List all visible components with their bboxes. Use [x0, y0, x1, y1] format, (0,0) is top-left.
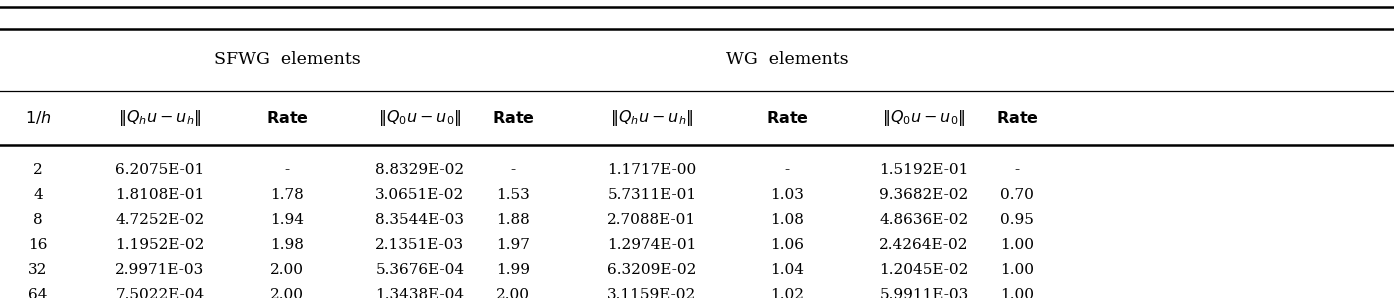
- Text: $1/h$: $1/h$: [25, 110, 52, 127]
- Text: $\mathbf{Rate}$: $\mathbf{Rate}$: [492, 110, 534, 127]
- Text: 8: 8: [33, 213, 43, 227]
- Text: 1.8108E-01: 1.8108E-01: [116, 188, 205, 202]
- Text: 1.94: 1.94: [270, 213, 304, 227]
- Text: 64: 64: [28, 288, 47, 298]
- Text: 2: 2: [33, 163, 43, 177]
- Text: 6.2075E-01: 6.2075E-01: [116, 163, 205, 177]
- Text: $\Vert Q_h u - u_h\Vert$: $\Vert Q_h u - u_h\Vert$: [611, 108, 694, 128]
- Text: 1.00: 1.00: [999, 263, 1034, 277]
- Text: 0.70: 0.70: [999, 188, 1034, 202]
- Text: -: -: [284, 163, 290, 177]
- Text: 6.3209E-02: 6.3209E-02: [608, 263, 697, 277]
- Text: $\Vert Q_h u - u_h\Vert$: $\Vert Q_h u - u_h\Vert$: [118, 108, 202, 128]
- Text: 3.1159E-02: 3.1159E-02: [608, 288, 697, 298]
- Text: 1.04: 1.04: [769, 263, 804, 277]
- Text: 4.8636E-02: 4.8636E-02: [880, 213, 969, 227]
- Text: 2.7088E-01: 2.7088E-01: [608, 213, 697, 227]
- Text: $\Vert Q_0 u - u_0\Vert$: $\Vert Q_0 u - u_0\Vert$: [378, 108, 461, 128]
- Text: -: -: [1015, 163, 1019, 177]
- Text: 1.08: 1.08: [769, 213, 804, 227]
- Text: 3.0651E-02: 3.0651E-02: [375, 188, 464, 202]
- Text: $\mathbf{Rate}$: $\mathbf{Rate}$: [266, 110, 308, 127]
- Text: 5.9911E-03: 5.9911E-03: [880, 288, 969, 298]
- Text: 1.3438E-04: 1.3438E-04: [375, 288, 464, 298]
- Text: 1.99: 1.99: [496, 263, 530, 277]
- Text: 0.95: 0.95: [999, 213, 1034, 227]
- Text: 1.06: 1.06: [769, 238, 804, 252]
- Text: WG  elements: WG elements: [726, 51, 849, 68]
- Text: 2.00: 2.00: [496, 288, 530, 298]
- Text: -: -: [510, 163, 516, 177]
- Text: 1.1717E-00: 1.1717E-00: [608, 163, 697, 177]
- Text: SFWG  elements: SFWG elements: [213, 51, 361, 68]
- Text: 8.3544E-03: 8.3544E-03: [375, 213, 464, 227]
- Text: 2.9971E-03: 2.9971E-03: [116, 263, 205, 277]
- Text: 1.88: 1.88: [496, 213, 530, 227]
- Text: 8.8329E-02: 8.8329E-02: [375, 163, 464, 177]
- Text: 2.4264E-02: 2.4264E-02: [880, 238, 969, 252]
- Text: -: -: [785, 163, 789, 177]
- Text: 5.7311E-01: 5.7311E-01: [608, 188, 697, 202]
- Text: 2.00: 2.00: [270, 288, 304, 298]
- Text: 1.97: 1.97: [496, 238, 530, 252]
- Text: 9.3682E-02: 9.3682E-02: [880, 188, 969, 202]
- Text: 7.5022E-04: 7.5022E-04: [116, 288, 205, 298]
- Text: 4.7252E-02: 4.7252E-02: [116, 213, 205, 227]
- Text: 1.53: 1.53: [496, 188, 530, 202]
- Text: 1.1952E-02: 1.1952E-02: [116, 238, 205, 252]
- Text: 1.5192E-01: 1.5192E-01: [880, 163, 969, 177]
- Text: 1.78: 1.78: [270, 188, 304, 202]
- Text: $\mathbf{Rate}$: $\mathbf{Rate}$: [765, 110, 809, 127]
- Text: 2.1351E-03: 2.1351E-03: [375, 238, 464, 252]
- Text: 32: 32: [28, 263, 47, 277]
- Text: 1.00: 1.00: [999, 238, 1034, 252]
- Text: 1.98: 1.98: [270, 238, 304, 252]
- Text: $\Vert Q_0 u - u_0\Vert$: $\Vert Q_0 u - u_0\Vert$: [882, 108, 966, 128]
- Text: 4: 4: [33, 188, 43, 202]
- Text: 5.3676E-04: 5.3676E-04: [375, 263, 464, 277]
- Text: 1.02: 1.02: [769, 288, 804, 298]
- Text: 1.00: 1.00: [999, 288, 1034, 298]
- Text: 2.00: 2.00: [270, 263, 304, 277]
- Text: 1.2045E-02: 1.2045E-02: [880, 263, 969, 277]
- Text: 1.2974E-01: 1.2974E-01: [608, 238, 697, 252]
- Text: $\mathbf{Rate}$: $\mathbf{Rate}$: [995, 110, 1039, 127]
- Text: 16: 16: [28, 238, 47, 252]
- Text: 1.03: 1.03: [769, 188, 804, 202]
